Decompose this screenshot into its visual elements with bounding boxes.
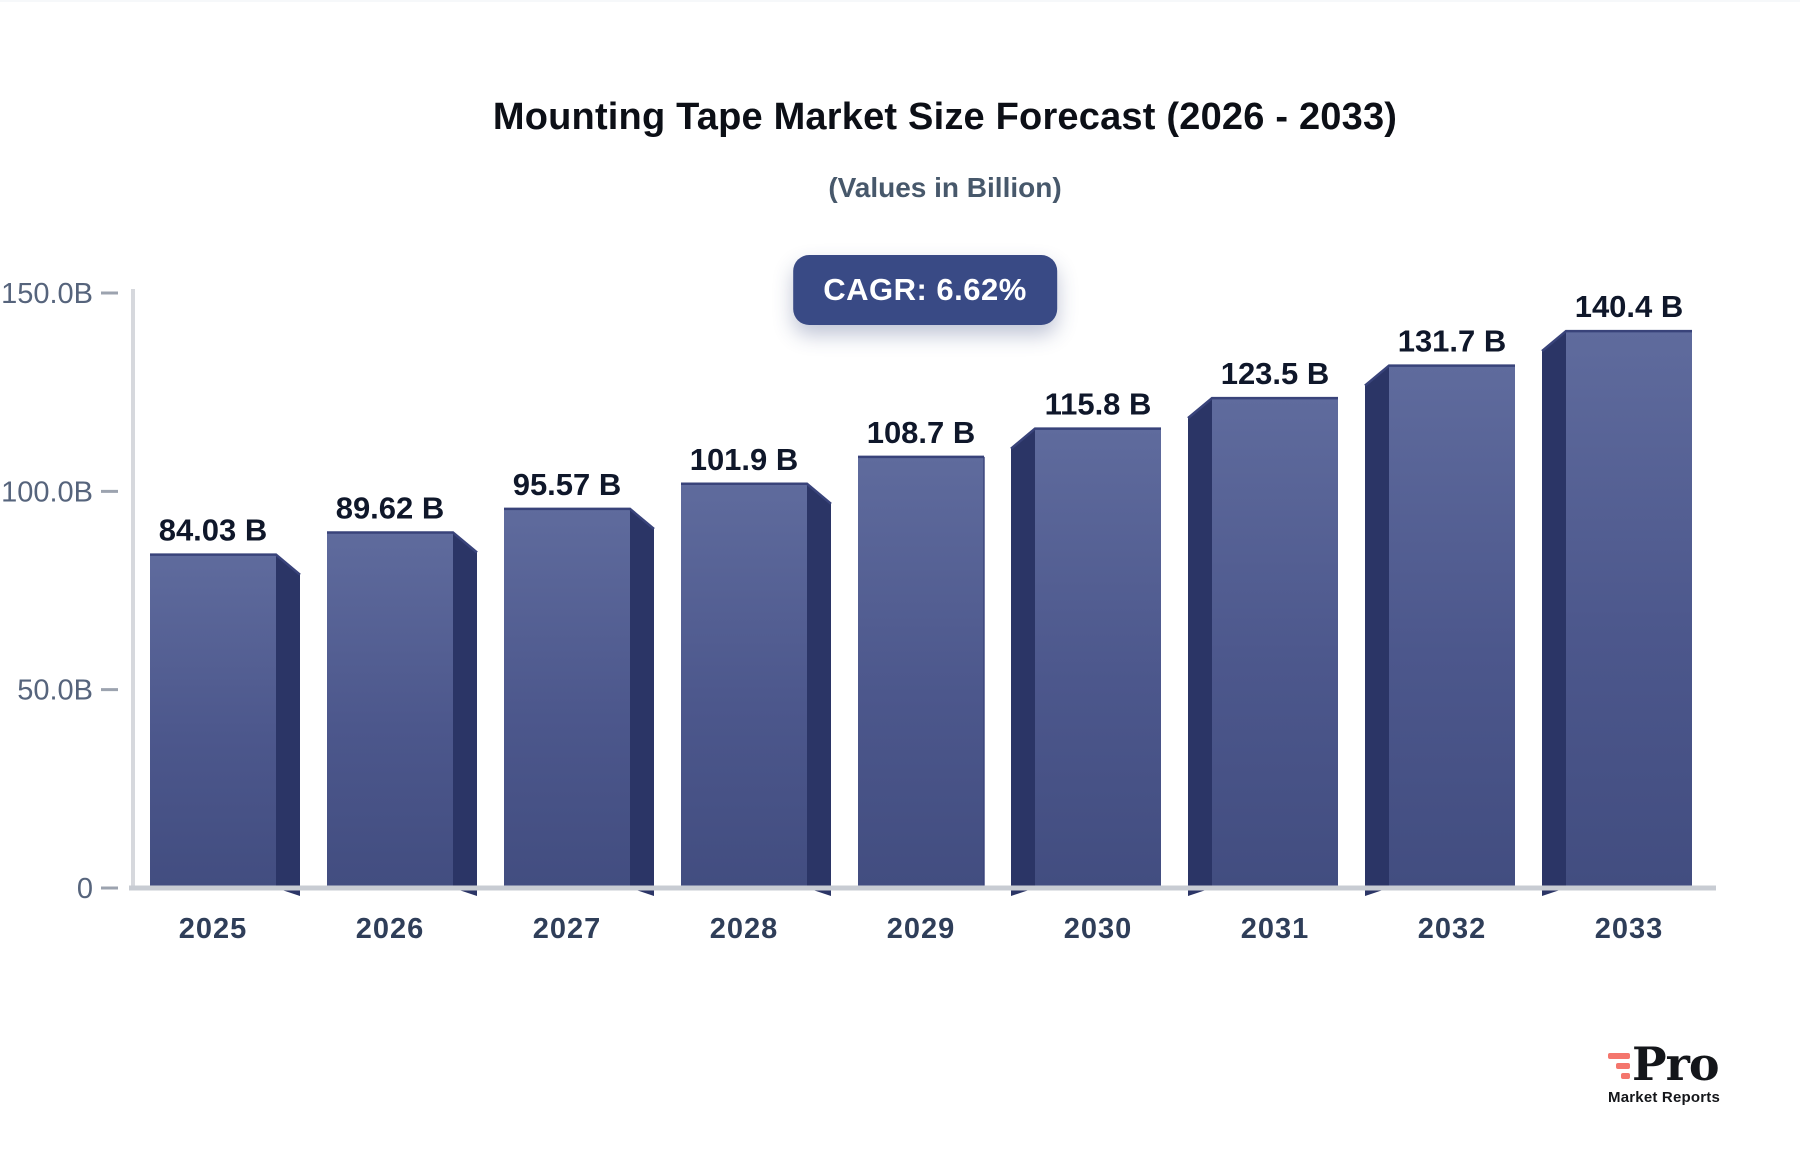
bar-group-2027: 95.57 B 2027 [504, 467, 655, 945]
bar-group-2026: 89.62 B 2026 [327, 491, 478, 945]
bar-top-edge [504, 507, 655, 530]
bar-side-face [1365, 365, 1389, 897]
x-category-label: 2025 [179, 913, 248, 945]
bar-side-face [807, 483, 831, 896]
bar-side-face [1188, 398, 1212, 896]
bar-side-face [1542, 331, 1566, 897]
bar-top-edge [327, 531, 478, 554]
cagr-badge: CAGR: 6.62% [793, 255, 1057, 325]
x-category-label: 2032 [1418, 913, 1487, 945]
bar-top-edge [150, 553, 301, 576]
y-tick-label: 100.0B [1, 476, 93, 508]
bar-side-face [1011, 428, 1035, 896]
bar-side-face [630, 508, 654, 896]
bar-group-2031: 123.5 B 2031 [1187, 356, 1338, 945]
x-category-label: 2027 [533, 913, 602, 945]
bar-value-label: 115.8 B [1045, 387, 1152, 422]
x-category-label: 2026 [356, 913, 425, 945]
logo-tagline: Market Reports [1608, 1089, 1720, 1107]
bar-top-edge [1364, 364, 1515, 387]
bar-value-label: 140.4 B [1575, 289, 1684, 324]
bar-group-2033: 140.4 B 2033 [1541, 289, 1692, 945]
bar-front-face [1035, 428, 1161, 888]
bar-top-edge [681, 482, 832, 505]
bar-top-edge [1187, 396, 1338, 420]
bar-front-face [1389, 365, 1515, 889]
y-tick-label: 0 [77, 873, 93, 905]
bar-front-face [327, 532, 453, 888]
x-category-label: 2033 [1595, 913, 1664, 945]
y-tick-label: 150.0B [1, 278, 93, 310]
bar-front-face [1566, 331, 1692, 889]
logo-name: Pro [1632, 1037, 1720, 1091]
bar-side-face [453, 532, 477, 896]
bar-value-label: 123.5 B [1221, 356, 1330, 391]
bar-group-2028: 101.9 B 2028 [681, 442, 832, 945]
x-category-label: 2030 [1064, 913, 1133, 945]
y-tick-label: 50.0B [17, 675, 93, 707]
bar-side-face [276, 554, 300, 896]
bar-value-label: 131.7 B [1398, 324, 1507, 359]
bar-value-label: 84.03 B [159, 513, 268, 548]
bar-group-2025: 84.03 B 2025 [150, 513, 301, 945]
bar-top-edge [1010, 427, 1161, 450]
logo-row: Pro [1608, 1040, 1778, 1088]
bar-front-face [1212, 398, 1338, 888]
brand-logo: Pro Market Reports [1608, 1040, 1778, 1106]
bar-front-face [681, 483, 807, 888]
x-category-label: 2028 [710, 913, 779, 945]
x-category-label: 2029 [887, 913, 956, 945]
bar-group-2032: 131.7 B 2032 [1364, 324, 1515, 945]
bar-front-face [858, 456, 984, 888]
chart-subtitle: (Values in Billion) [828, 172, 1062, 203]
bar-front-face [150, 554, 276, 888]
bar-value-label: 108.7 B [867, 415, 976, 450]
logo-stripes-icon [1608, 1053, 1630, 1079]
bar-front-face [504, 508, 630, 888]
bar-value-label: 89.62 B [336, 491, 445, 526]
bar-value-label: 95.57 B [513, 467, 622, 502]
bar-value-label: 101.9 B [690, 442, 799, 477]
bar-top-edge [1541, 329, 1692, 353]
bar-group-2029: 108.7 B 2029 [858, 415, 985, 945]
bar-group-2030: 115.8 B 2030 [1010, 387, 1161, 945]
x-category-label: 2031 [1241, 913, 1310, 945]
chart-title: Mounting Tape Market Size Forecast (2026… [492, 96, 1398, 138]
